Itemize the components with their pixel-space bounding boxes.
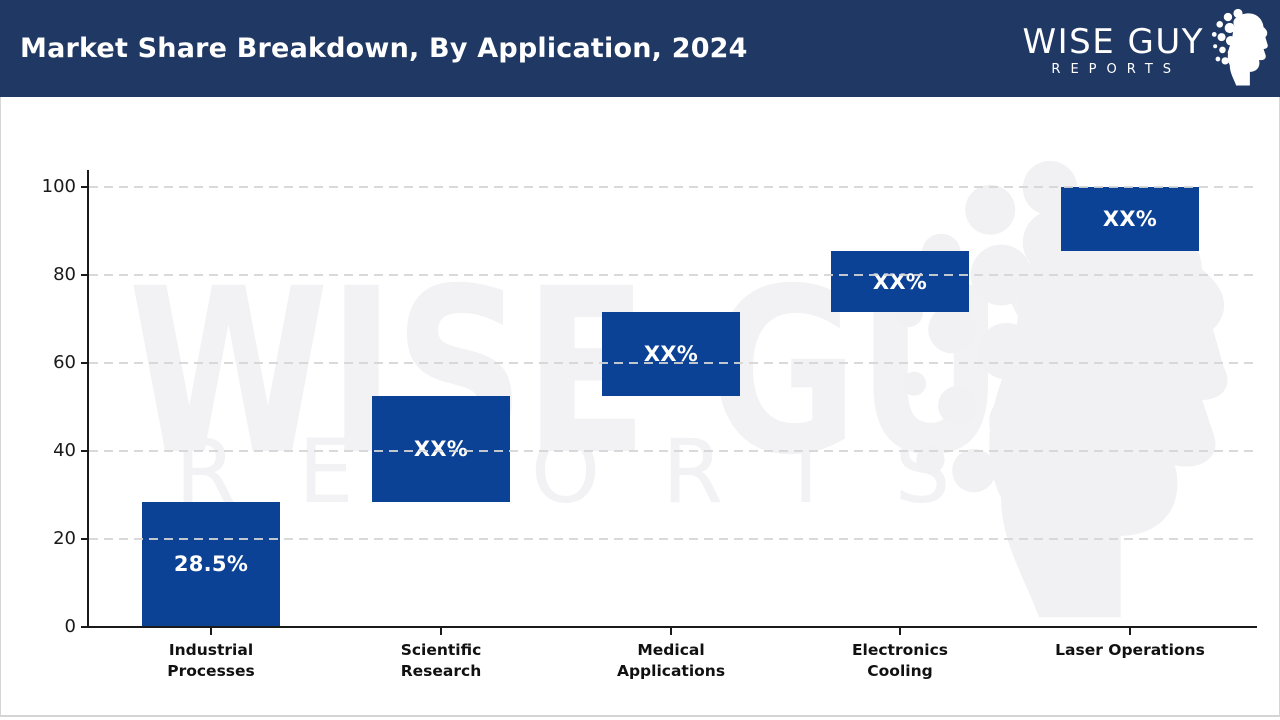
x-tick-mark-0 <box>210 628 212 635</box>
x-category-label-2: Medical Applications <box>616 641 726 680</box>
wiseguy-head-icon <box>1211 8 1268 86</box>
y-tick-label-80: 80 <box>53 264 76 285</box>
y-tick-mark-80 <box>81 274 87 276</box>
x-category-label-0: Industrial Processes <box>167 641 255 680</box>
gridline-60 <box>89 362 1256 364</box>
bar-value-label: XX% <box>872 269 928 294</box>
y-tick-label-60: 60 <box>53 352 76 373</box>
logo-text: WISE GUY REPORTS <box>1022 21 1204 78</box>
logo-sub-text: REPORTS <box>1051 62 1182 78</box>
y-tick-label-0: 0 <box>64 616 76 637</box>
gridline-40 <box>89 450 1256 452</box>
y-tick-label-20: 20 <box>53 528 76 549</box>
gridline-100 <box>89 186 1256 188</box>
page-title: Market Share Breakdown, By Application, … <box>20 33 748 64</box>
bar-value-label: 28.5% <box>173 552 249 577</box>
x-category-label-1: Scientific Research <box>400 641 482 680</box>
frame-border-left <box>0 97 1 717</box>
x-category-label-4: Laser Operations <box>1055 641 1205 659</box>
y-axis-line <box>87 170 89 628</box>
bar-medical-applications: XX% <box>602 312 740 396</box>
bar-scientific-research: XX% <box>372 396 510 502</box>
x-tick-mark-4 <box>1129 628 1131 635</box>
logo-name-text: WISE GUY <box>1022 21 1204 62</box>
x-category-label-3: Electronics Cooling <box>851 641 949 680</box>
gridline-20 <box>89 538 1256 540</box>
x-tick-mark-3 <box>899 628 901 635</box>
bar-value-label: XX% <box>1102 206 1158 231</box>
bar-industrial-processes: 28.5% <box>142 501 280 627</box>
y-tick-label-40: 40 <box>53 440 76 461</box>
x-tick-mark-2 <box>670 628 672 635</box>
bar-laser-operations: XX% <box>1061 187 1199 251</box>
wiseguy-logo: WISE GUY REPORTS <box>1022 6 1270 92</box>
y-tick-label-100: 100 <box>41 176 76 197</box>
header-bar: Market Share Breakdown, By Application, … <box>0 0 1280 97</box>
y-tick-mark-100 <box>81 186 87 188</box>
watermark-reports-text: REPORTS <box>175 420 1013 523</box>
y-tick-mark-60 <box>81 362 87 364</box>
y-tick-mark-0 <box>81 626 87 628</box>
x-tick-mark-1 <box>440 628 442 635</box>
y-tick-mark-20 <box>81 538 87 540</box>
y-tick-mark-40 <box>81 450 87 452</box>
x-axis-line <box>87 626 1257 628</box>
bar-value-label: XX% <box>413 436 469 461</box>
bar-electronics-cooling: XX% <box>831 250 969 313</box>
gridline-80 <box>89 274 1256 276</box>
frame-border-bottom <box>0 715 1280 717</box>
